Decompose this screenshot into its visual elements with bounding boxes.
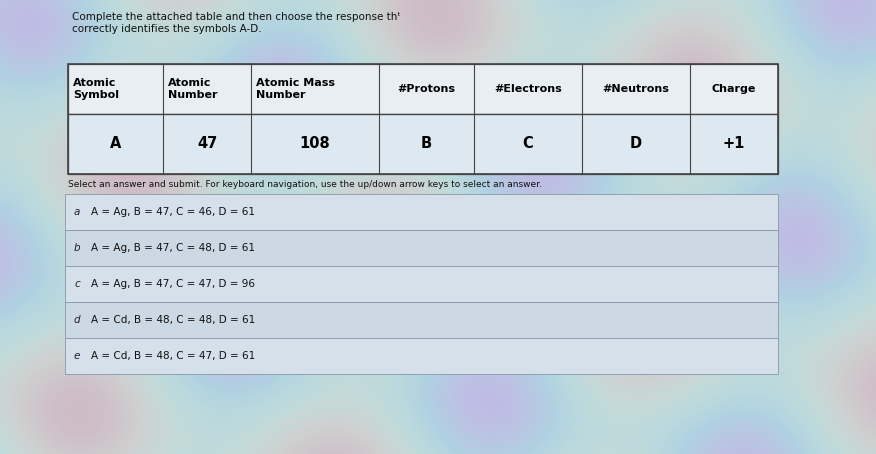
Text: B: B [421,137,432,152]
Text: Select an answer and submit. For keyboard navigation, use the up/down arrow keys: Select an answer and submit. For keyboar… [68,180,542,189]
Text: d: d [74,315,81,325]
Text: A = Ag, B = 47, C = 48, D = 61: A = Ag, B = 47, C = 48, D = 61 [91,243,255,253]
Text: b: b [74,243,81,253]
Text: a: a [74,207,81,217]
Text: #Neutrons: #Neutrons [603,84,669,94]
Bar [68,114,778,174]
Text: correctly identifies the symbols A-D.: correctly identifies the symbols A-D. [72,24,262,34]
Bar [68,64,778,114]
Bar [68,64,778,174]
Text: 108: 108 [300,137,330,152]
Bar [65,266,778,302]
Text: c: c [74,279,80,289]
Bar [65,230,778,266]
Text: Atomic
Number: Atomic Number [168,78,217,100]
Text: Charge: Charge [712,84,756,94]
Text: A: A [110,137,121,152]
Text: D: D [630,137,642,152]
Text: A = Ag, B = 47, C = 46, D = 61: A = Ag, B = 47, C = 46, D = 61 [91,207,255,217]
Text: A = Ag, B = 47, C = 47, D = 96: A = Ag, B = 47, C = 47, D = 96 [91,279,255,289]
Text: A = Cd, B = 48, C = 48, D = 61: A = Cd, B = 48, C = 48, D = 61 [91,315,255,325]
Bar [65,338,778,374]
Text: +1: +1 [723,137,745,152]
Text: #Protons: #Protons [398,84,456,94]
Text: A = Cd, B = 48, C = 47, D = 61: A = Cd, B = 48, C = 47, D = 61 [91,351,255,361]
Bar [65,302,778,338]
Bar [65,194,778,230]
Text: e: e [74,351,81,361]
Text: Atomic Mass
Number: Atomic Mass Number [256,78,335,100]
Text: 47: 47 [197,137,217,152]
Text: #Electrons: #Electrons [494,84,562,94]
Text: C: C [523,137,533,152]
Text: Atomic
Symbol: Atomic Symbol [73,78,119,100]
Text: Complete the attached table and then choose the response thᵗ: Complete the attached table and then cho… [72,12,400,22]
